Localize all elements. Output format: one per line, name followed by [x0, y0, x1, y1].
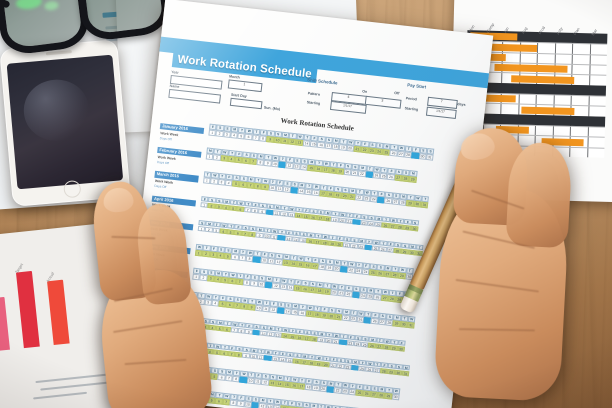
field-input-name[interactable] [168, 88, 221, 104]
row-label-starting-shift: Starting [306, 100, 321, 106]
day-cell[interactable]: 30 [391, 393, 400, 400]
eyeglass-lens-right [75, 0, 172, 43]
eyeglass-lens-left [0, 0, 91, 57]
row-sub-label-days-off: Days Off [156, 159, 170, 165]
col-header-off: Off [394, 90, 400, 96]
group-label-shift-schedule: Shift Schedule [306, 77, 338, 86]
row-label-pay-starting: Starting [404, 106, 419, 112]
day-cell[interactable]: 31 [420, 202, 429, 209]
day-cell[interactable]: 31 [407, 322, 415, 329]
field-label-sun-mo: Sun. (Mo) [263, 105, 281, 112]
row-sub-label-days-off: Days Off [159, 135, 172, 141]
group-label-pay-start: Pay Start [406, 82, 427, 90]
phone-screen-glare [21, 77, 92, 144]
row-label-period: Period [405, 96, 418, 102]
unit-label-days: days [457, 102, 466, 107]
day-cell[interactable]: 29 [408, 176, 417, 183]
field-label-year: Year [170, 69, 179, 75]
field-input-start-day[interactable] [229, 97, 263, 110]
day-cell[interactable]: 30 [397, 345, 405, 352]
hand-right [425, 125, 612, 408]
red-bar [0, 296, 10, 352]
gantt-bar [521, 106, 575, 115]
red-bar [15, 271, 40, 349]
col-header-on: On [362, 89, 368, 94]
day-cell[interactable]: 31 [425, 153, 434, 161]
row-label-pattern: Pattern [307, 91, 321, 97]
hand-left [75, 169, 228, 408]
day-cell[interactable]: 31 [401, 370, 410, 377]
phone-screen [6, 54, 124, 190]
red-bar [47, 280, 70, 346]
day-cell[interactable]: 30 [410, 225, 419, 232]
